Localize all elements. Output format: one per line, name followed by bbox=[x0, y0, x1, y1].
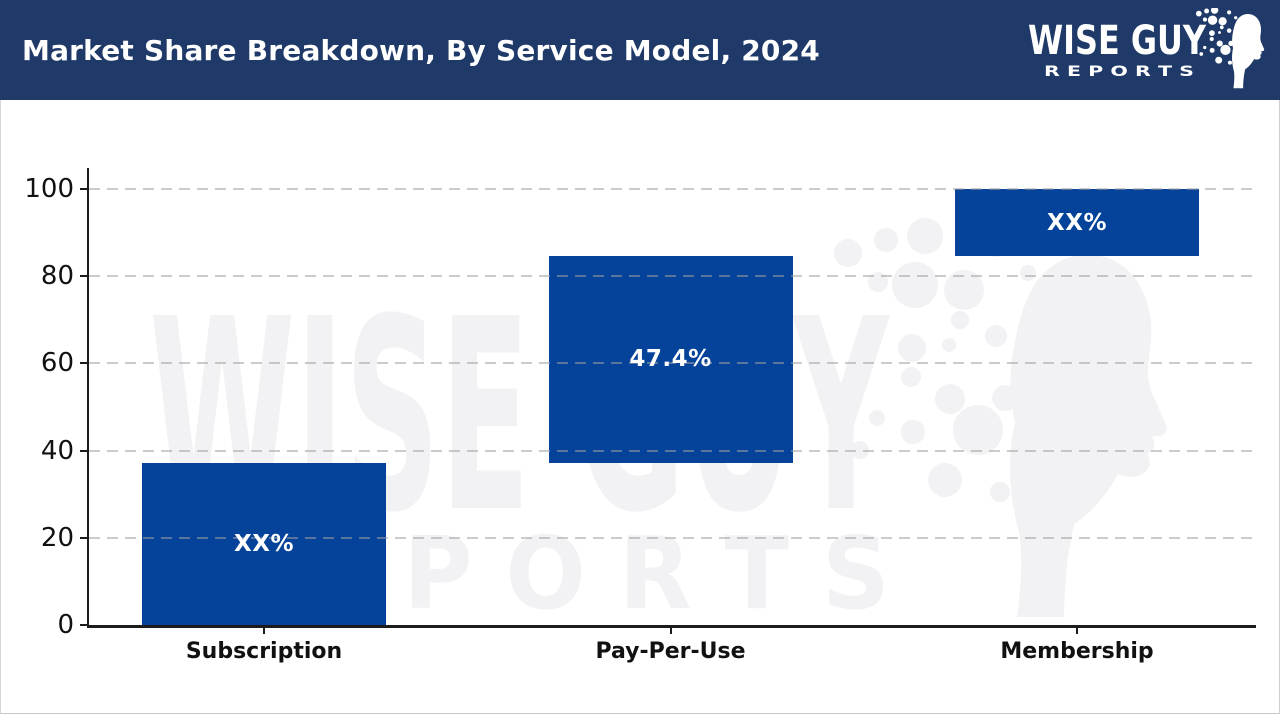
logo-reports-text: R E P O R T S bbox=[1044, 64, 1194, 80]
page-title: Market Share Breakdown, By Service Model… bbox=[22, 33, 820, 67]
brand-logo: WISE GUY R E P O R T S bbox=[1028, 8, 1265, 89]
chart-panel bbox=[0, 100, 1280, 714]
logo-face-icon bbox=[1195, 8, 1265, 89]
logo-wordmark-text: WISE GUY bbox=[1028, 18, 1207, 64]
header-bar: Market Share Breakdown, By Service Model… bbox=[0, 0, 1280, 100]
